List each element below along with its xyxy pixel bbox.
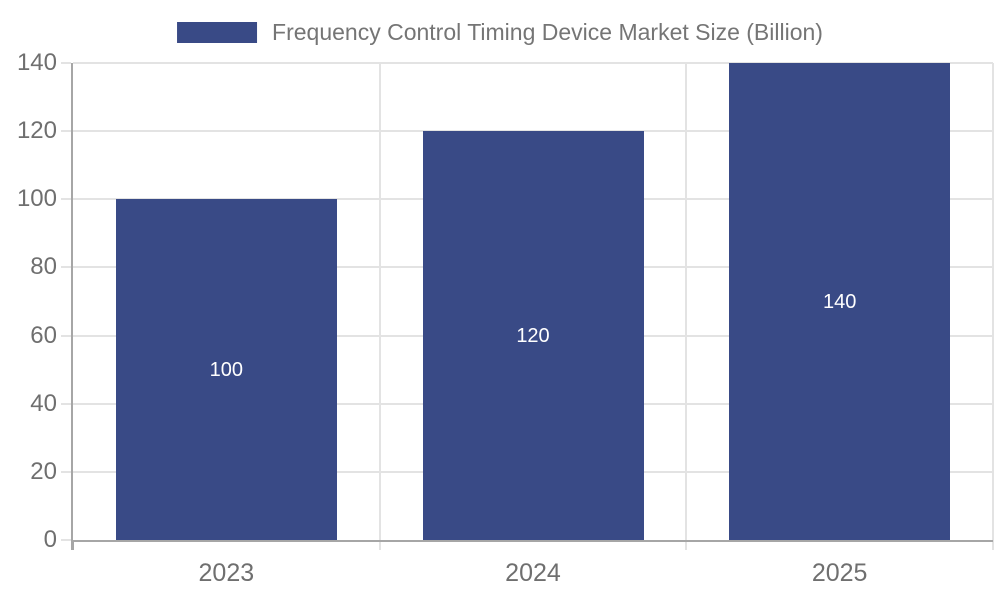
y-tick-label: 80 — [30, 253, 57, 281]
y-tick-label: 140 — [16, 49, 57, 76]
x-gridline — [685, 63, 688, 540]
y-tick-label: 40 — [30, 389, 57, 417]
x-axis-tick — [72, 540, 74, 550]
x-axis-tick — [992, 540, 994, 550]
y-tick-label: 120 — [16, 117, 57, 145]
y-axis-tick — [61, 62, 71, 64]
bar-value-label: 140 — [822, 290, 857, 313]
bar-value-label: 120 — [516, 324, 550, 347]
x-axis-tick — [378, 540, 381, 550]
y-axis-tick — [61, 539, 71, 541]
y-axis-tick — [61, 402, 71, 405]
bar-2023: 100 — [115, 199, 337, 540]
x-axis-tick — [685, 540, 688, 550]
x-tick-label: 2023 — [198, 559, 255, 587]
x-axis-line — [71, 540, 993, 542]
x-gridline — [992, 63, 994, 540]
x-tick-label: 2024 — [505, 559, 561, 587]
y-tick-label: 100 — [16, 185, 57, 213]
y-tick-label: 60 — [30, 321, 57, 349]
y-axis-line — [71, 63, 73, 550]
y-axis-tick — [61, 470, 71, 473]
y-gridline — [73, 62, 993, 64]
x-tick-label: 2025 — [811, 559, 868, 587]
y-axis-tick — [61, 334, 71, 337]
bar-2025: 140 — [729, 63, 951, 540]
legend-label: Frequency Control Timing Device Market S… — [272, 19, 823, 45]
y-axis-tick — [61, 198, 71, 201]
y-axis-tick — [61, 130, 71, 133]
y-tick-label: 20 — [30, 457, 57, 485]
bar-2024: 120 — [422, 131, 644, 540]
y-tick-label: 0 — [43, 526, 57, 553]
legend: Frequency Control Timing Device Market S… — [177, 19, 823, 45]
bar-value-label: 100 — [209, 358, 244, 381]
y-axis-tick — [61, 266, 71, 269]
x-gridline — [378, 63, 381, 540]
legend-swatch — [177, 21, 258, 43]
